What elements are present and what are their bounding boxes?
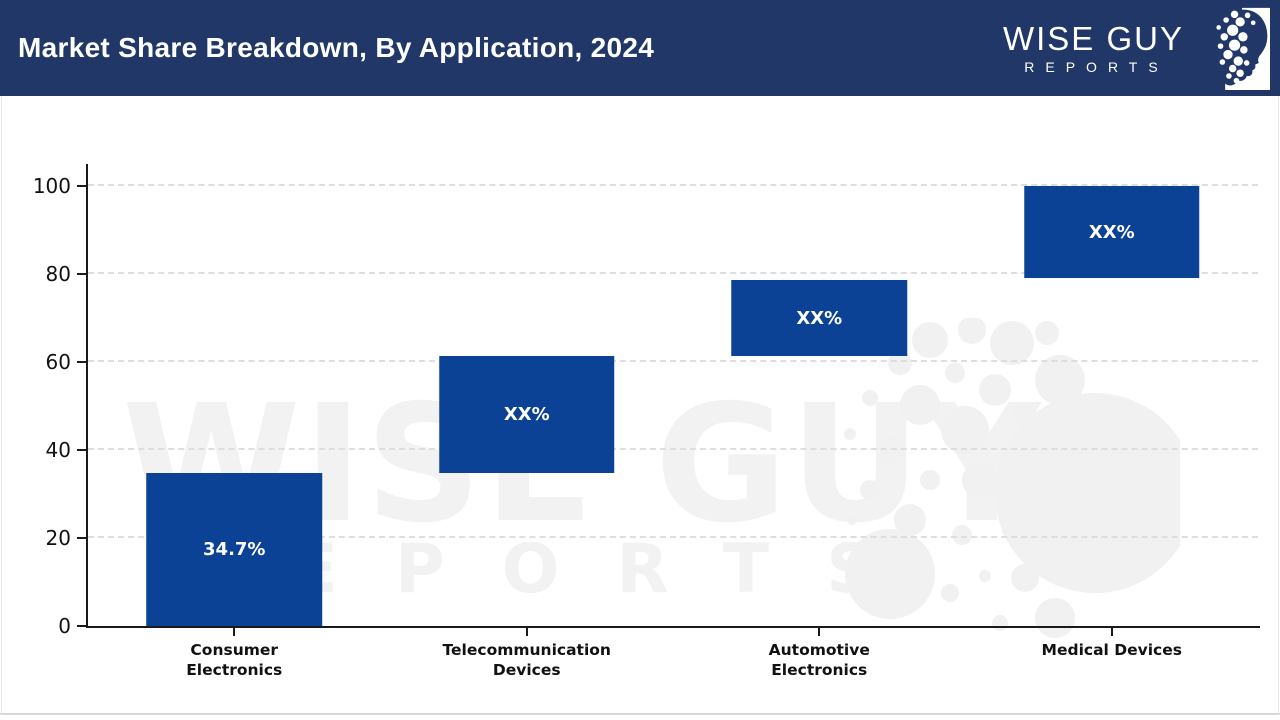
bar-automotive-electronics: XX% (731, 280, 907, 356)
right-divider (1278, 96, 1279, 715)
y-tick-label: 40 (45, 438, 71, 462)
bar-telecommunication-devices: XX% (439, 355, 615, 474)
y-tick-label: 100 (32, 174, 71, 198)
category-label: Medical Devices (1042, 640, 1182, 660)
value-label: XX% (1088, 221, 1135, 243)
plot-area: 0 20 40 60 80 100 34.7% XX% XX% XX% (33, 164, 1258, 638)
y-tick (77, 537, 86, 539)
category-label: Automotive Electronics (769, 640, 870, 680)
x-tick (525, 628, 528, 636)
gridline (88, 448, 1258, 450)
x-tick (1110, 628, 1113, 636)
logo-subtext: REPORTS (1024, 59, 1169, 75)
category-line: Devices (492, 661, 561, 679)
category-line: Automotive (768, 641, 870, 659)
y-tick (77, 361, 86, 363)
bottom-divider (0, 713, 1280, 715)
page-title: Market Share Breakdown, By Application, … (18, 32, 655, 63)
category-label: Telecommunication Devices (443, 640, 611, 680)
watermark-face-icon (844, 318, 1180, 638)
gridline (88, 184, 1258, 186)
gridline (88, 360, 1258, 362)
x-tick (818, 628, 821, 636)
category-line: Electronics (771, 661, 868, 679)
category-line: Medical Devices (1041, 641, 1182, 659)
left-divider (1, 96, 2, 715)
value-label: 34.7% (203, 539, 266, 561)
y-tick-label: 60 (45, 350, 71, 374)
category-label: Consumer Electronics (186, 640, 282, 680)
bar-medical-devices: XX% (1024, 186, 1200, 279)
y-tick-label: 80 (45, 262, 71, 286)
y-tick (77, 185, 86, 187)
y-tick (77, 625, 86, 627)
x-tick (233, 628, 236, 636)
logo-face-icon (1216, 7, 1270, 90)
logo-wordmark: WISE GUY REPORTS (1003, 22, 1184, 74)
y-tick-label: 0 (58, 614, 71, 638)
category-line: Electronics (186, 661, 283, 679)
x-axis-labels: Consumer Electronics Telecommunication Devi… (88, 640, 1258, 700)
category-line: Consumer (190, 641, 279, 659)
x-axis (86, 626, 1260, 628)
bar-consumer-electronics: 34.7% (146, 473, 322, 626)
category-line: Telecommunication (442, 641, 611, 659)
y-tick (77, 449, 86, 451)
y-tick (77, 273, 86, 275)
logo-name: WISE GUY (1002, 20, 1184, 57)
header: Market Share Breakdown, By Application, … (0, 0, 1280, 96)
gridline (88, 272, 1258, 274)
wise-guy-logo: WISE GUY REPORTS (1003, 4, 1280, 92)
value-label: XX% (796, 307, 843, 329)
y-tick-label: 20 (45, 526, 71, 550)
gridline (88, 536, 1258, 538)
y-axis (86, 164, 88, 628)
value-label: XX% (503, 404, 550, 426)
